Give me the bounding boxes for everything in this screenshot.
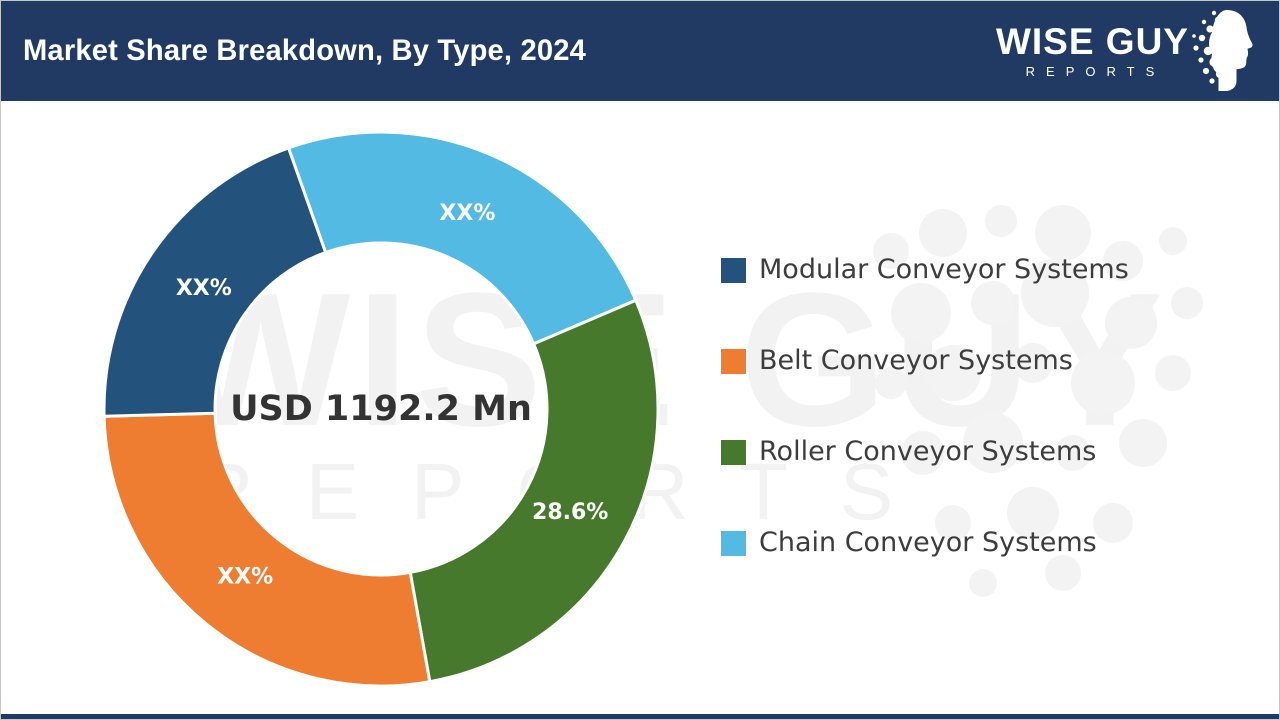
- donut-segment: [102, 146, 328, 418]
- legend-swatch: [721, 348, 746, 374]
- page-title: Market Share Breakdown, By Type, 2024: [23, 34, 587, 67]
- legend-swatch: [721, 530, 746, 556]
- legend-label: Chain Conveyor Systems: [759, 527, 1097, 558]
- donut-center-value: USD 1192.2 Mn: [230, 389, 532, 429]
- donut-segment: [287, 130, 638, 346]
- legend-label: Modular Conveyor Systems: [759, 254, 1129, 285]
- legend-swatch: [721, 439, 746, 465]
- header: Market Share Breakdown, By Type, 2024 WI…: [1, 1, 1279, 101]
- donut-chart: XX% 28.6% XX% XX%: [102, 130, 660, 688]
- brand-logo: WISE GUY REPORTS: [996, 8, 1257, 94]
- legend-item: Modular Conveyor Systems: [721, 256, 1129, 284]
- donut-segment-label: XX%: [217, 564, 273, 589]
- legend-item: Belt Conveyor Systems: [721, 347, 1129, 375]
- logo-wordmark: WISE GUY: [995, 21, 1189, 62]
- donut-segment: [102, 411, 432, 688]
- donut-segment-label: XX%: [439, 201, 495, 226]
- logo-text: WISE GUY REPORTS: [996, 23, 1189, 79]
- bottom-bar: [1, 714, 1279, 719]
- legend-item: Chain Conveyor Systems: [721, 529, 1129, 557]
- donut-segment: [408, 298, 660, 684]
- logo-subtitle: REPORTS: [1025, 64, 1166, 79]
- legend: Modular Conveyor Systems Belt Conveyor Sy…: [721, 256, 1129, 557]
- legend-item: Roller Conveyor Systems: [721, 438, 1129, 466]
- legend-label: Roller Conveyor Systems: [759, 436, 1097, 467]
- legend-swatch: [721, 257, 746, 283]
- donut-segment-label: XX%: [176, 276, 232, 301]
- chart-area: WISE GUY REPORTS: [1, 101, 1279, 714]
- legend-label: Belt Conveyor Systems: [759, 345, 1073, 376]
- wise-guy-face-icon: [1192, 10, 1253, 91]
- donut-segment-label: 28.6%: [532, 500, 608, 525]
